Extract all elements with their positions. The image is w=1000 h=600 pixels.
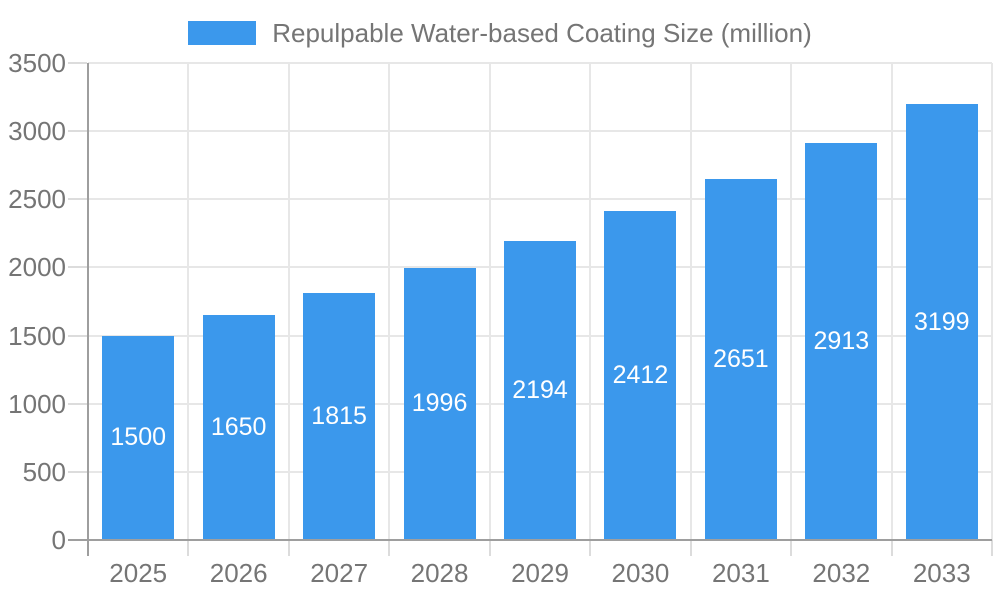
bar: 3199: [905, 104, 978, 540]
y-tick-label: 3500: [8, 48, 66, 78]
x-axis-line: [68, 539, 992, 541]
y-axis-line: [87, 63, 89, 540]
bar: 1815: [303, 292, 376, 540]
y-tick-mark: [68, 402, 87, 405]
bar-value-label: 1500: [110, 423, 167, 452]
bar: 2651: [704, 178, 777, 540]
x-tick-mark: [187, 540, 190, 556]
x-tick-label: 2032: [812, 558, 871, 588]
bar-value-label: 2651: [713, 344, 769, 373]
x-tick-mark: [287, 540, 290, 556]
bar-value-label: 1815: [311, 401, 367, 430]
y-tick-mark: [68, 130, 87, 133]
y-tick-label: 1500: [8, 320, 66, 351]
bar-value-label: 1650: [210, 413, 267, 442]
x-tick-label: 2025: [109, 558, 168, 588]
y-tick-label: 2500: [8, 184, 66, 215]
gridline-v: [488, 63, 491, 540]
x-tick-mark: [991, 540, 993, 556]
gridline-v: [790, 63, 793, 540]
x-tick-label: 2028: [410, 558, 469, 588]
legend-swatch: [188, 21, 257, 45]
gridline-v: [890, 63, 893, 540]
bar-value-label: 2412: [612, 361, 669, 390]
x-tick-mark: [790, 540, 793, 556]
legend-label: Repulpable Water-based Coating Size (mil…: [272, 18, 812, 48]
x-tick-mark: [87, 540, 89, 556]
bar: 2913: [805, 143, 878, 540]
x-tick-mark: [689, 540, 692, 556]
x-tick-mark: [388, 540, 391, 556]
gridline-h: [88, 62, 992, 64]
gridline-v: [689, 63, 692, 540]
x-tick-label: 2033: [912, 558, 971, 588]
y-tick-label: 1000: [8, 388, 66, 419]
x-tick-label: 2031: [711, 558, 770, 588]
gridline-v: [388, 63, 391, 540]
bar: 2412: [604, 211, 677, 540]
y-tick-label: 0: [51, 525, 66, 555]
plot-area: 1500 1650 1815 1996 2194 2412 2651 2913 3199: [88, 62, 993, 540]
x-tick-label: 2026: [209, 558, 268, 588]
x-tick-label: 2029: [511, 558, 569, 588]
y-tick-mark: [68, 470, 87, 473]
y-tick-label: 3000: [8, 116, 66, 147]
y-tick-mark: [68, 334, 87, 337]
gridline-v: [287, 63, 290, 540]
gridline-v: [991, 63, 993, 540]
y-tick-label: 2000: [8, 252, 66, 283]
gridline-h: [88, 198, 992, 201]
x-tick-mark: [890, 540, 893, 556]
x-tick-mark: [488, 540, 491, 556]
gridline-h: [88, 130, 992, 133]
legend: Repulpable Water-based Coating Size (mil…: [0, 20, 1000, 46]
bar-value-label: 1996: [411, 389, 468, 418]
bar-value-label: 3199: [913, 307, 970, 336]
gridline-v: [187, 63, 190, 540]
bar-value-label: 2913: [813, 327, 870, 355]
y-tick-mark: [68, 198, 87, 201]
y-tick-mark: [68, 266, 87, 269]
gridline-v: [589, 63, 592, 540]
bar: 2194: [504, 241, 576, 540]
bar: 1650: [202, 315, 275, 540]
x-tick-label: 2030: [611, 558, 670, 588]
y-tick-mark: [68, 62, 87, 64]
y-tick-label: 500: [22, 456, 66, 487]
x-tick-mark: [589, 540, 592, 556]
x-tick-label: 2027: [310, 558, 369, 588]
bar-value-label: 2194: [512, 376, 568, 404]
bar: 1500: [102, 335, 175, 540]
bar: 1996: [403, 267, 476, 540]
